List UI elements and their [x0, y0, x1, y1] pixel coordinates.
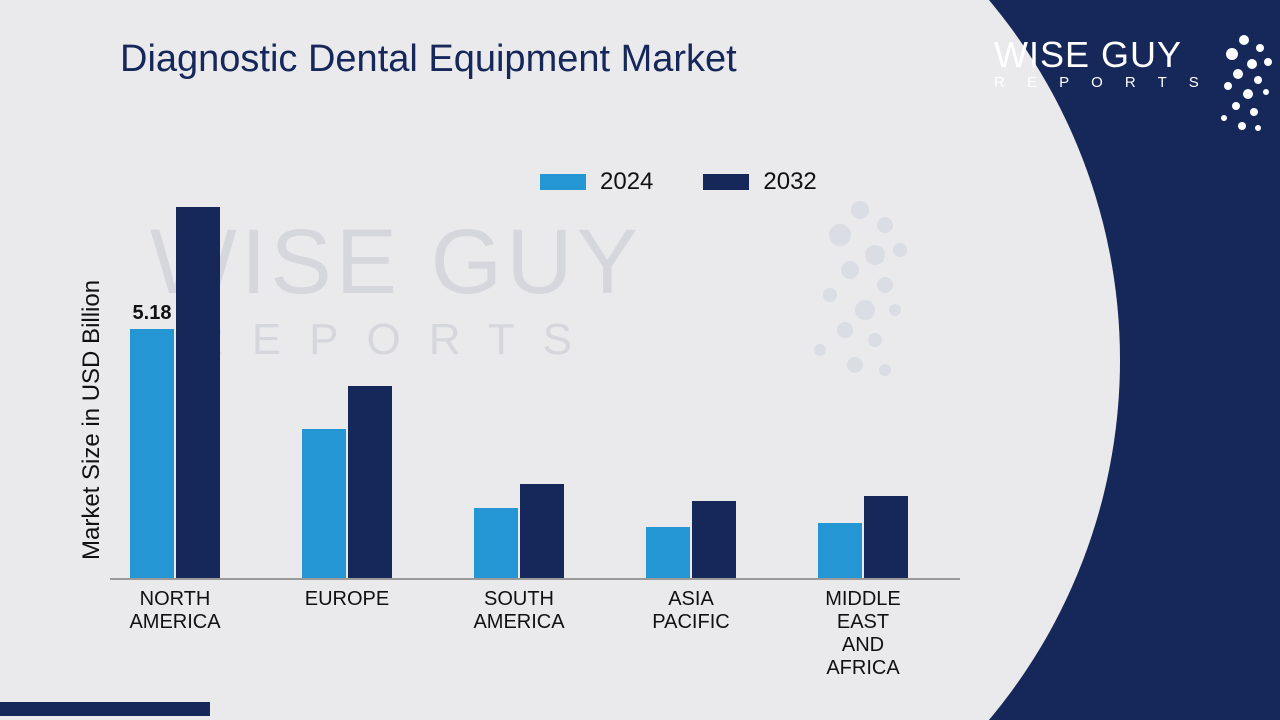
bar-2024 [130, 329, 174, 578]
chart-card: { "layout":{ "canvas_w":1280,"canvas_h":… [0, 0, 1280, 720]
bar-group [646, 195, 736, 580]
bar-2032 [864, 496, 908, 578]
legend-item-2024: 2024 [540, 168, 653, 196]
bar-2024 [302, 429, 346, 578]
category-label: MIDDLEEASTANDAFRICA [788, 588, 938, 680]
bar-2032 [692, 501, 736, 578]
bar-group [302, 195, 392, 580]
category-label: NORTHAMERICA [100, 588, 250, 634]
logo-head-icon [1174, 26, 1280, 156]
bar-group: 5.18 [130, 195, 220, 580]
legend-label-2024: 2024 [600, 168, 653, 196]
bar-2024 [646, 527, 690, 578]
bar-2032 [348, 386, 392, 579]
y-axis-label: Market Size in USD Billion [78, 280, 106, 560]
legend: 2024 2032 [540, 168, 817, 196]
bar-2024 [818, 523, 862, 578]
brand-logo: WISE GUY R E P O R T S [994, 34, 1208, 91]
legend-swatch-2024 [540, 174, 586, 190]
category-label: EUROPE [272, 588, 422, 611]
category-label: ASIAPACIFIC [616, 588, 766, 634]
bar-group [474, 195, 564, 580]
bar-2024 [474, 508, 518, 578]
legend-label-2032: 2032 [763, 168, 816, 196]
category-label: SOUTHAMERICA [444, 588, 594, 634]
accent-bar [0, 702, 210, 716]
bar-chart: 5.18NORTHAMERICAEUROPESOUTHAMERICAASIAPA… [110, 195, 960, 580]
legend-swatch-2032 [703, 174, 749, 190]
chart-title: Diagnostic Dental Equipment Market [120, 38, 737, 81]
bar-2032 [176, 207, 220, 578]
legend-item-2032: 2032 [703, 168, 816, 196]
bar-group [818, 195, 908, 580]
bar-2032 [520, 484, 564, 578]
